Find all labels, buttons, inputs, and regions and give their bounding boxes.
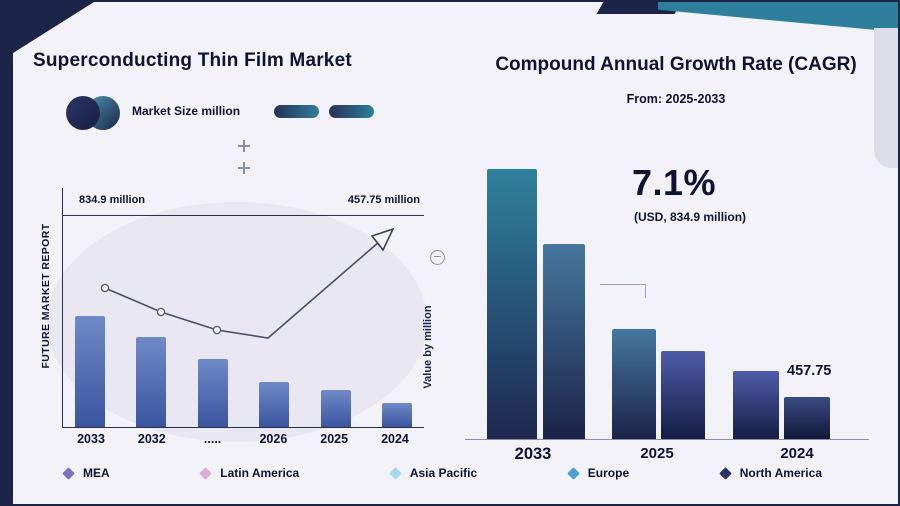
plus-icon: [238, 140, 250, 152]
left-x-axis-labels: 2033 2032..... 2026 2025 2024: [74, 432, 412, 446]
left-bar-2025: [320, 390, 351, 427]
left-y-axis-label: FUTURE MARKET REPORT: [40, 223, 52, 369]
pill-icon: [329, 105, 374, 118]
legend-label-latin-america: Latin America: [220, 466, 300, 480]
right-bar-2025-2: [661, 351, 705, 439]
legend-label-mea: MEA: [83, 466, 110, 480]
legend-diamond-icon: [62, 466, 75, 480]
right-x-label-2025: 2025: [640, 445, 674, 462]
legend-label-asia-pacific: Asia Pacific: [409, 466, 478, 480]
plus-icon: [238, 162, 250, 174]
right-bar-2024-1: [733, 371, 779, 439]
cagr-note: (USD, 834.9 million): [634, 210, 747, 224]
left-edge-band: [2, 2, 13, 504]
left-x-label-2032: 2032: [137, 432, 166, 446]
annotation-457-million: 457.75 million: [347, 194, 420, 206]
legend-pills: [274, 105, 374, 118]
right-edge-shape: [874, 28, 898, 168]
legend-label-europe: Europe: [587, 466, 630, 480]
right-bar-2025-1: [612, 329, 656, 439]
left-bar-2032: [136, 337, 167, 427]
market-size-legend-label: Market Size million: [132, 104, 241, 118]
left-bars: [75, 215, 412, 427]
right-x-label-2033: 2033: [514, 445, 552, 463]
legend-item-latin-america: Latin America: [199, 466, 300, 480]
panel-top-axis-line: [63, 215, 424, 216]
right-x-axis-line: [465, 439, 869, 440]
legend-item-north-america: North America: [718, 466, 822, 480]
legend-diamond-icon: [388, 466, 402, 480]
legend-diamond-icon: [718, 466, 732, 480]
left-x-label-.....: .....: [203, 432, 222, 446]
legend-item-mea: MEA: [62, 466, 110, 480]
right-chart-subtitle: From: 2025-2033: [626, 92, 726, 106]
legend-diamond-icon: [566, 466, 580, 480]
left-bar-2024: [381, 403, 412, 427]
right-chart-panel: 7.1% (USD, 834.9 million) 457.75 2033 202…: [457, 107, 887, 467]
cagr-value: 7.1%: [632, 162, 717, 203]
pill-icon: [274, 105, 319, 118]
left-x-label-2025: 2025: [320, 432, 349, 446]
legend-item-asia-pacific: Asia Pacific: [388, 466, 478, 480]
cylinder-icon: [66, 94, 124, 132]
legend-diamond-icon: [199, 466, 213, 480]
right-chart-title: Compound Annual Growth Rate (CAGR): [495, 54, 857, 75]
cylinder-icon-front: [66, 96, 100, 130]
left-bar-2033: [75, 316, 105, 427]
right-y-axis-label: Value by million: [422, 305, 434, 389]
left-x-label-2033: 2033: [77, 432, 105, 446]
left-chart-title: Superconducting Thin Film Market: [33, 50, 352, 71]
right-bar-2024-2: [784, 397, 830, 439]
annotation-834-million: 834.9 million: [79, 194, 146, 206]
circle-minus-icon: [430, 250, 445, 265]
annotation-457: 457.75: [787, 363, 832, 379]
right-bar-2033-1: [487, 169, 537, 439]
left-bar-.....: [197, 359, 228, 427]
left-chart-panel: 834.9 million 457.75 million: [62, 188, 424, 428]
legend-row: MEA Latin America Asia Pacific Europe North …: [62, 466, 822, 480]
legend-item-europe: Europe: [566, 466, 630, 480]
left-x-label-2026: 2026: [259, 432, 288, 446]
left-x-label-2024: 2024: [381, 432, 409, 446]
top-right-teal-ribbon: [658, 2, 898, 32]
decorative-bracket: [600, 284, 646, 298]
legend-label-north-america: North America: [739, 466, 822, 480]
right-bar-2033-2: [543, 244, 585, 439]
left-bar-2026: [259, 382, 290, 427]
right-x-label-2024: 2024: [780, 445, 814, 462]
